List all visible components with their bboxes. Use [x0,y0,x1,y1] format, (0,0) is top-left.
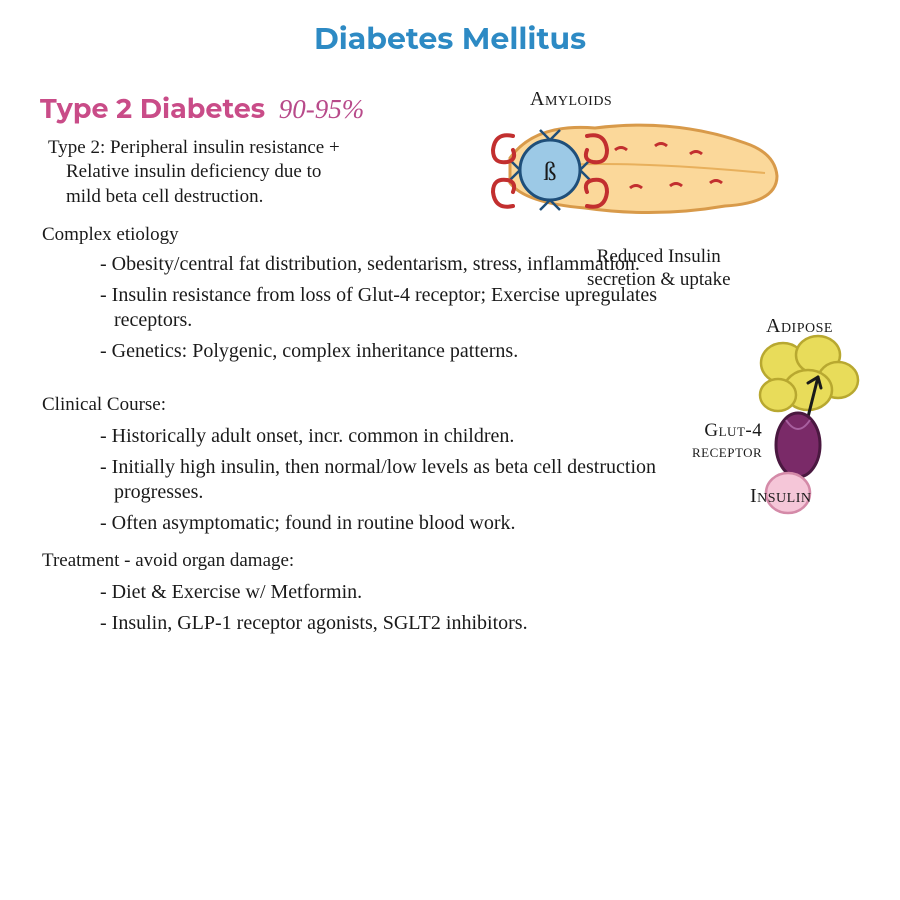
beta-letter: ß [544,157,557,186]
adipose-diagram: Adipose Glut-4 receptor Insulin [668,315,888,535]
subtitle-text: Type 2 Diabetes [40,92,265,125]
pancreas-caption-l1: Reduced Insulin [597,246,721,267]
course-item: Initially high insulin, then normal/low … [100,455,660,505]
glut4-l2: receptor [692,441,762,462]
subtitle-percentage: 90-95% [279,94,364,124]
page-title: Diabetes Mellitus [0,20,900,57]
section-head-treatment: Treatment - avoid organ damage: [42,550,602,572]
course-item: Often asymptomatic; found in routine blo… [100,511,660,536]
treatment-item: Insulin, GLP-1 receptor agonists, SGLT2 … [100,611,660,636]
glut4-l1: Glut-4 [704,420,762,441]
insulin-label: Insulin [750,485,812,508]
definition-block: Type 2: Peripheral insulin resistance + … [48,136,448,209]
treatment-item: Diet & Exercise w/ Metformin. [100,580,660,605]
pancreas-icon: ß [455,88,795,258]
pancreas-caption-l2: secretion & uptake [587,269,731,290]
amyloids-label: Amyloids [530,88,612,111]
etiology-item: Genetics: Polygenic, complex inheritance… [100,339,660,364]
adipose-label: Adipose [766,315,833,338]
section-head-course: Clinical Course: [42,394,602,416]
subtitle-row: Type 2 Diabetes 90-95% [40,92,364,125]
pancreas-diagram: Amyloids ß [455,88,795,318]
course-item: Historically adult onset, incr. common i… [100,424,660,449]
bullets-course: Historically adult onset, incr. common i… [100,424,660,542]
definition-line3: mild beta cell destruction. [48,185,448,209]
bullets-treatment: Diet & Exercise w/ Metformin. Insulin, G… [100,580,660,642]
pancreas-caption: Reduced Insulin secretion & uptake [587,246,731,292]
definition-line1: Type 2: Peripheral insulin resistance + [48,137,340,158]
definition-line2: Relative insulin deficiency due to [48,160,448,184]
glut4-label: Glut-4 receptor [692,421,762,463]
